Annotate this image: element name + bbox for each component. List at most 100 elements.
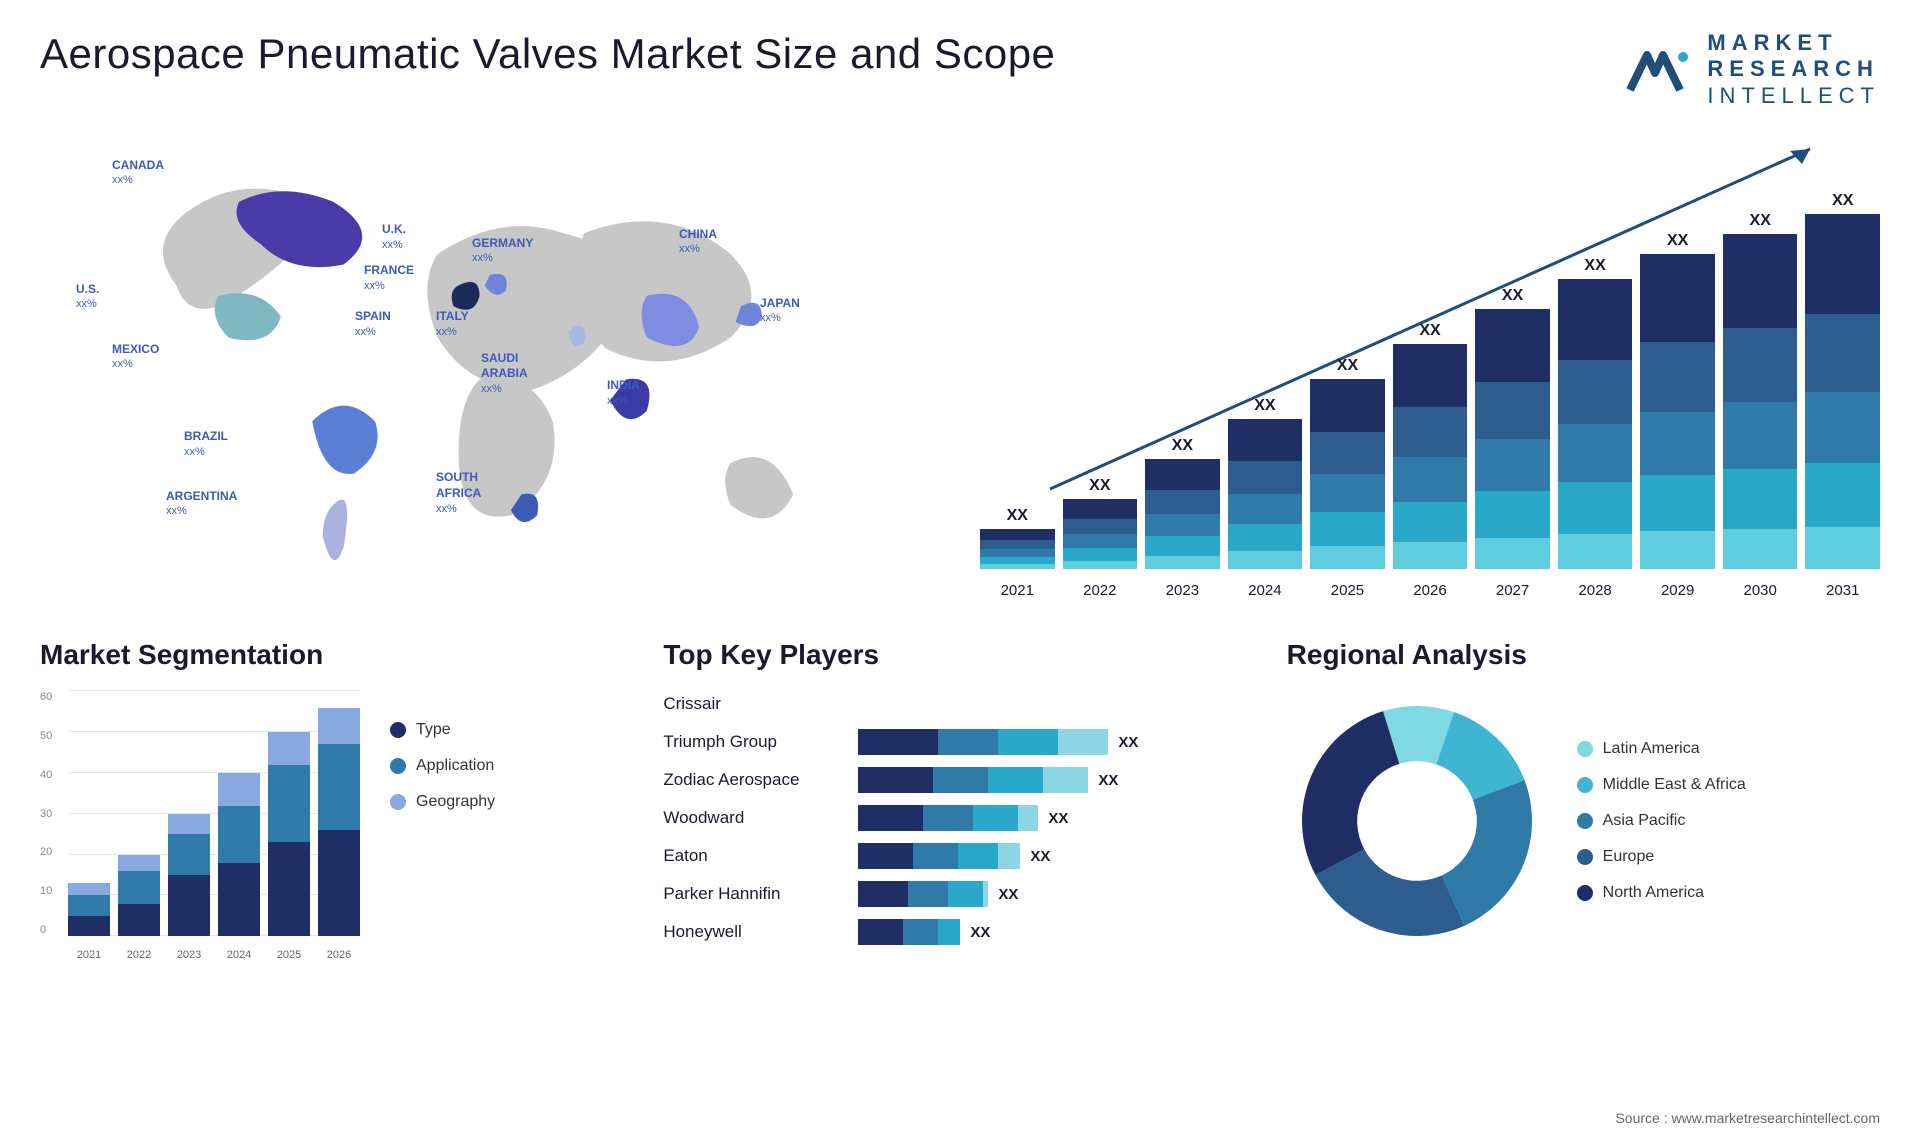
growth-bar-label: XX <box>1089 477 1110 495</box>
map-label: SPAINxx% <box>355 309 391 339</box>
seg-ytick: 60 <box>40 691 68 703</box>
player-label: Woodward <box>663 805 838 831</box>
player-value: XX <box>970 924 990 941</box>
legend-item: North America <box>1577 884 1746 902</box>
regional-title: Regional Analysis <box>1287 639 1880 671</box>
legend-item: Europe <box>1577 848 1746 866</box>
seg-ytick: 20 <box>40 846 68 858</box>
player-value: XX <box>998 886 1018 903</box>
map-label: FRANCExx% <box>364 263 414 293</box>
segmentation-legend: Type Application Geography <box>390 691 495 961</box>
logo-line-3: INTELLECT <box>1707 83 1880 109</box>
growth-xlabel: 2029 <box>1640 582 1715 599</box>
seg-xlabel: 2023 <box>168 949 210 961</box>
segmentation-title: Market Segmentation <box>40 639 633 671</box>
legend-dot <box>1577 777 1593 793</box>
seg-ytick: 50 <box>40 730 68 742</box>
growth-xlabel: 2025 <box>1310 582 1385 599</box>
growth-xlabel: 2027 <box>1475 582 1550 599</box>
player-value: XX <box>1118 734 1138 751</box>
segmentation-chart: 0102030405060 202120222023202420252026 <box>40 691 360 961</box>
seg-bar <box>118 855 160 937</box>
map-label: ITALYxx% <box>436 309 469 339</box>
player-row: XX <box>858 881 1256 907</box>
growth-bar: XX <box>1723 212 1798 569</box>
legend-label: Type <box>416 721 451 739</box>
growth-xlabel: 2022 <box>1063 582 1138 599</box>
growth-bar: XX <box>980 507 1055 569</box>
growth-bar: XX <box>1310 357 1385 569</box>
growth-bar: XX <box>1063 477 1138 569</box>
brand-logo: MARKET RESEARCH INTELLECT <box>1625 30 1880 109</box>
donut-segment <box>1302 711 1399 875</box>
player-value: XX <box>1030 848 1050 865</box>
seg-bar <box>218 773 260 936</box>
player-label: Crissair <box>663 691 838 717</box>
legend-label: Middle East & Africa <box>1603 776 1746 794</box>
source-text: Source : www.marketresearchintellect.com <box>1615 1110 1880 1126</box>
regional-legend: Latin America Middle East & Africa Asia Pa… <box>1577 740 1746 902</box>
legend-item: Latin America <box>1577 740 1746 758</box>
growth-bar: XX <box>1475 287 1550 569</box>
seg-ytick: 0 <box>40 924 68 936</box>
world-map: CANADAxx%U.S.xx%MEXICOxx%BRAZILxx%ARGENT… <box>40 139 940 599</box>
growth-xlabel: 2021 <box>980 582 1055 599</box>
map-label: JAPANxx% <box>760 296 800 326</box>
seg-xlabel: 2022 <box>118 949 160 961</box>
legend-dot <box>1577 885 1593 901</box>
map-label: SOUTHAFRICAxx% <box>436 470 481 515</box>
legend-dot <box>390 794 406 810</box>
map-label: ARGENTINAxx% <box>166 489 237 519</box>
player-row: XX <box>858 843 1256 869</box>
growth-xlabel: 2024 <box>1228 582 1303 599</box>
legend-item: Geography <box>390 793 495 811</box>
map-label: CHINAxx% <box>679 227 717 257</box>
regional-panel: Regional Analysis Latin America Middle Ea… <box>1287 639 1880 961</box>
map-label: U.K.xx% <box>382 222 406 252</box>
segmentation-panel: Market Segmentation 0102030405060 202120… <box>40 639 633 961</box>
logo-line-2: RESEARCH <box>1707 56 1880 82</box>
legend-dot <box>390 722 406 738</box>
player-value: XX <box>1098 772 1118 789</box>
legend-label: Europe <box>1603 848 1655 866</box>
growth-bar-label: XX <box>1337 357 1358 375</box>
map-label: GERMANYxx% <box>472 236 533 266</box>
legend-item: Middle East & Africa <box>1577 776 1746 794</box>
seg-ytick: 40 <box>40 769 68 781</box>
growth-bar-label: XX <box>1584 257 1605 275</box>
growth-bar-label: XX <box>1254 397 1275 415</box>
growth-xlabel: 2028 <box>1558 582 1633 599</box>
map-label: INDIAxx% <box>607 378 640 408</box>
growth-bar-label: XX <box>1750 212 1771 230</box>
player-label: Triumph Group <box>663 729 838 755</box>
growth-bar-label: XX <box>1502 287 1523 305</box>
growth-bar: XX <box>1805 192 1880 569</box>
legend-label: Application <box>416 757 494 775</box>
player-value: XX <box>1048 810 1068 827</box>
player-label: Eaton <box>663 843 838 869</box>
map-label: U.S.xx% <box>76 282 99 312</box>
growth-chart: XXXXXXXXXXXXXXXXXXXXXX 20212022202320242… <box>980 139 1880 599</box>
seg-ytick: 10 <box>40 885 68 897</box>
legend-label: Asia Pacific <box>1603 812 1686 830</box>
map-label: MEXICOxx% <box>112 342 159 372</box>
map-label: BRAZILxx% <box>184 429 228 459</box>
seg-xlabel: 2026 <box>318 949 360 961</box>
seg-bar <box>268 732 310 936</box>
growth-xlabel: 2030 <box>1723 582 1798 599</box>
growth-bar-label: XX <box>1172 437 1193 455</box>
seg-bar <box>68 883 110 936</box>
player-row: XX <box>858 919 1256 945</box>
seg-xlabel: 2021 <box>68 949 110 961</box>
growth-xlabel: 2023 <box>1145 582 1220 599</box>
legend-dot <box>1577 849 1593 865</box>
page-title: Aerospace Pneumatic Valves Market Size a… <box>40 30 1055 78</box>
logo-icon <box>1625 35 1695 105</box>
player-row: XX <box>858 805 1256 831</box>
growth-bar: XX <box>1393 322 1468 569</box>
legend-dot <box>390 758 406 774</box>
key-players-panel: Top Key Players CrissairTriumph GroupZod… <box>663 639 1256 961</box>
legend-label: North America <box>1603 884 1704 902</box>
seg-bar <box>318 708 360 937</box>
growth-bar: XX <box>1558 257 1633 569</box>
